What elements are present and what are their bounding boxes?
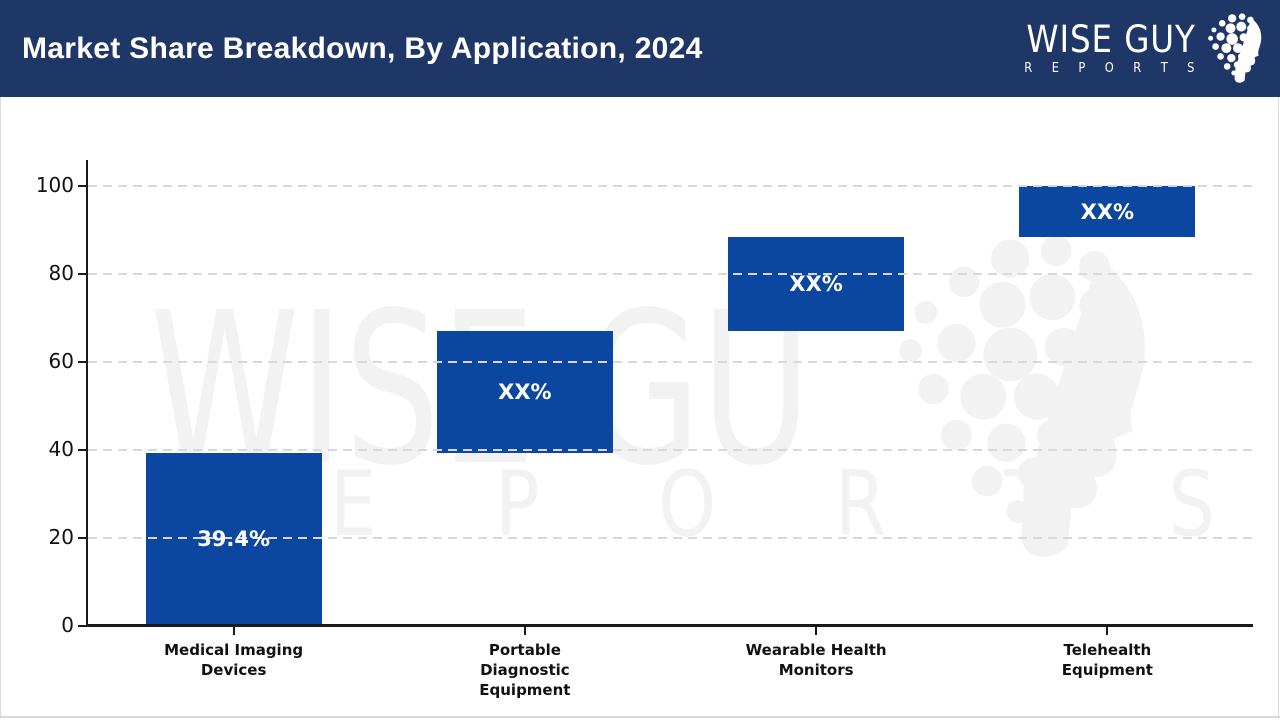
frame-border-left <box>0 97 1 717</box>
x-axis-tick <box>232 627 235 635</box>
wise-guy-logo: WISE GUY R E P O R T S <box>995 8 1262 90</box>
x-axis-category-label: Medical Imaging Devices <box>164 641 304 679</box>
logo-subtitle: R E P O R T S <box>1023 61 1202 76</box>
bar-segment <box>436 331 613 453</box>
watermark-face-icon <box>899 235 1145 557</box>
y-axis-tick-label: 60 <box>48 349 74 373</box>
bar-segment <box>728 237 905 332</box>
bar-value-label: XX% <box>498 379 552 404</box>
gridline <box>88 361 1253 363</box>
logo-wordmark: WISE GUY <box>1026 18 1196 61</box>
page-title: Market Share Breakdown, By Application, … <box>22 31 703 65</box>
gridline <box>88 185 1253 187</box>
y-axis-line <box>86 160 88 627</box>
bar-value-label: 39.4% <box>197 527 271 552</box>
bar-segment <box>145 452 322 626</box>
y-axis-tick <box>78 361 86 363</box>
y-axis-tick <box>78 537 86 539</box>
bar-segment <box>1019 186 1196 238</box>
header-bar: Market Share Breakdown, By Application, … <box>0 0 1280 97</box>
y-axis-tick-label: 0 <box>61 613 74 637</box>
x-axis-tick <box>815 627 818 635</box>
frame-border-right <box>1278 97 1279 717</box>
x-axis-tick <box>1106 627 1109 635</box>
bar-value-label: XX% <box>1080 199 1135 224</box>
y-axis-tick <box>78 185 86 187</box>
gridline <box>88 537 1253 539</box>
y-axis-tick-label: 80 <box>48 261 74 285</box>
y-axis-tick-label: 20 <box>48 525 74 549</box>
y-axis-tick <box>78 625 86 627</box>
logo-text: WISE GUY R E P O R T S <box>1020 21 1202 76</box>
y-axis-tick <box>78 449 86 451</box>
frame-border-bottom <box>0 716 1280 718</box>
x-axis-line <box>86 624 1253 627</box>
y-axis-tick-label: 100 <box>35 173 74 197</box>
logo-face-icon <box>1208 12 1262 83</box>
y-axis-tick <box>78 273 86 275</box>
y-axis-tick-label: 40 <box>48 437 74 461</box>
x-axis-category-label: Portable Diagnostic Equipment <box>479 641 571 699</box>
x-axis-category-label: Wearable Health Monitors <box>745 641 887 679</box>
bar-value-label: XX% <box>789 272 843 297</box>
gridline <box>88 273 1253 275</box>
x-axis-category-label: Telehealth Equipment <box>1061 641 1153 679</box>
x-axis-tick <box>523 627 526 635</box>
gridline <box>88 449 1253 451</box>
